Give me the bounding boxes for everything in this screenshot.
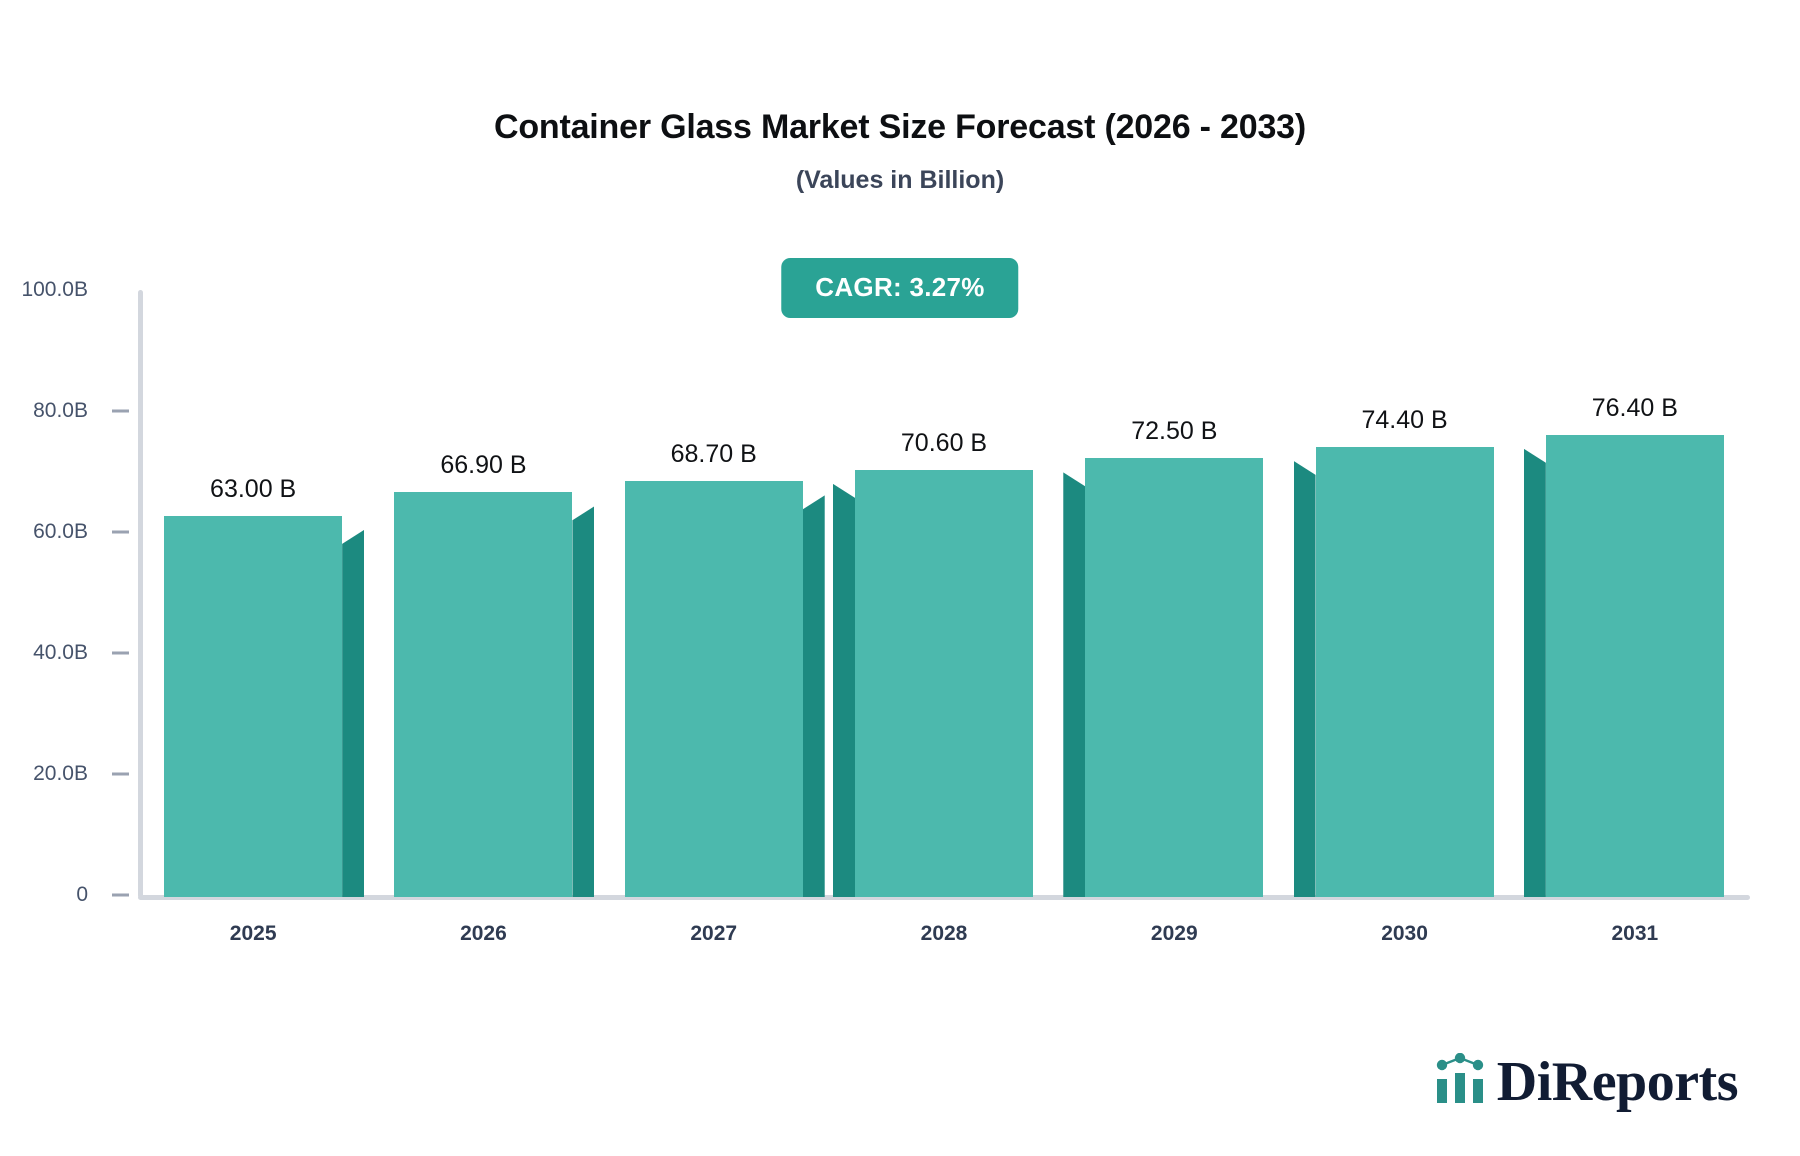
direports-logo: DiReports bbox=[1434, 1050, 1739, 1113]
bar-front-face bbox=[1545, 434, 1724, 897]
y-tick-label: 40.0B bbox=[33, 641, 88, 664]
x-tick-label: 2026 bbox=[460, 922, 507, 945]
bar[interactable]: 70.60 B bbox=[833, 429, 1033, 897]
y-tick-mark bbox=[112, 409, 129, 413]
bar-chart-icon bbox=[1434, 1052, 1488, 1110]
x-tick-label: 2031 bbox=[1611, 922, 1659, 945]
bar-value-label: 68.70 B bbox=[670, 440, 757, 469]
bar-side-face bbox=[833, 483, 855, 897]
bar-side-face bbox=[1063, 472, 1086, 897]
bar-front-face bbox=[855, 469, 1033, 897]
x-tick-label: 2027 bbox=[690, 922, 738, 945]
bar[interactable]: 66.90 B bbox=[394, 451, 595, 897]
y-tick-label: 20.0B bbox=[33, 762, 88, 785]
bar-value-label: 70.60 B bbox=[900, 428, 988, 457]
bar-value-label: 76.40 B bbox=[1591, 393, 1678, 422]
y-axis-line bbox=[138, 290, 143, 898]
bar[interactable]: 74.40 B bbox=[1293, 406, 1494, 897]
y-tick-mark bbox=[112, 530, 129, 534]
bar-front-face bbox=[394, 492, 573, 897]
x-tick-label: 2029 bbox=[1150, 922, 1198, 945]
chart-title: Container Glass Market Size Forecast (20… bbox=[493, 108, 1307, 146]
bar-side-face bbox=[342, 529, 365, 897]
y-tick-label: 60.0B bbox=[33, 520, 88, 543]
bar[interactable]: 63.00 B bbox=[164, 475, 365, 897]
bar[interactable]: 76.40 B bbox=[1523, 394, 1724, 897]
logo-text: DiReports bbox=[1496, 1050, 1739, 1113]
bar-side-face bbox=[1293, 460, 1316, 897]
bar-front-face bbox=[1315, 446, 1494, 897]
y-tick-label: 100.0B bbox=[21, 278, 88, 301]
bar[interactable]: 72.50 B bbox=[1063, 417, 1264, 897]
bar-side-face bbox=[1523, 448, 1546, 897]
bar-value-label: 63.00 B bbox=[210, 474, 297, 503]
y-tick-mark bbox=[112, 893, 129, 897]
y-tick-label: 0 bbox=[76, 883, 88, 906]
y-tick-mark bbox=[112, 651, 129, 655]
bar[interactable]: 68.70 B bbox=[624, 440, 825, 897]
y-tick-label: 80.0B bbox=[33, 399, 88, 422]
x-axis-line bbox=[138, 895, 1750, 900]
bar-front-face bbox=[164, 515, 343, 897]
x-tick-label: 2030 bbox=[1381, 922, 1428, 945]
bar-side-face bbox=[802, 495, 825, 897]
bar-side-face bbox=[572, 506, 595, 897]
plot-area: 0 20.0B 40.0B 60.0B 80.0B 100.0B 2025 2026 2027… bbox=[21, 278, 1750, 945]
cagr-badge: CAGR: 3.27% bbox=[781, 258, 1019, 318]
bar-value-label: 66.90 B bbox=[440, 451, 527, 480]
bar-value-label: 74.40 B bbox=[1361, 405, 1448, 434]
bar-front-face bbox=[624, 481, 803, 897]
y-tick-mark bbox=[112, 772, 129, 776]
x-tick-label: 2025 bbox=[229, 922, 277, 945]
bar-front-face bbox=[1085, 458, 1264, 897]
chart-subtitle: (Values in Billion) bbox=[795, 166, 1005, 194]
x-tick-label: 2028 bbox=[920, 922, 968, 945]
bar-value-label: 72.50 B bbox=[1131, 417, 1218, 446]
